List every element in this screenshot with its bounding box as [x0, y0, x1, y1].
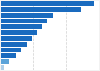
- Bar: [1, 65, 4, 70]
- Bar: [1, 53, 16, 58]
- Bar: [1, 59, 9, 64]
- Bar: [1, 48, 21, 52]
- Bar: [1, 13, 53, 18]
- Bar: [1, 30, 37, 35]
- Bar: [1, 24, 42, 29]
- Bar: [1, 19, 47, 23]
- Bar: [1, 1, 94, 6]
- Bar: [1, 7, 81, 12]
- Bar: [1, 36, 32, 41]
- Bar: [1, 42, 28, 47]
